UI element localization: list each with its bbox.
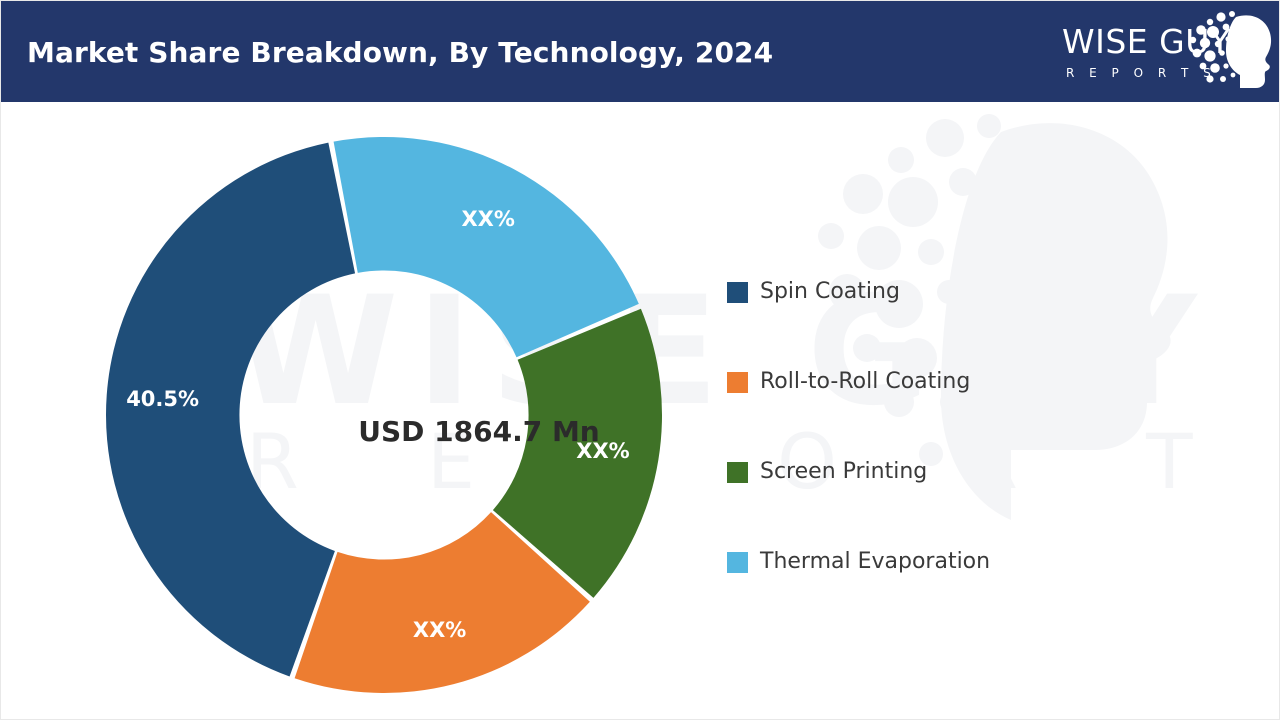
legend-swatch-icon [727,371,748,393]
legend-item-screen-printing[interactable]: Screen Printing [727,427,1147,517]
donut-slice-label: XX% [576,439,629,463]
wise-guy-reports-logo: WISE GUY R E P O R T S [1060,9,1275,93]
legend-item-label: Screen Printing [760,459,928,484]
donut-center-value: USD 1864.7 Mn [358,415,600,448]
donut-slice[interactable] [333,137,639,358]
donut-slice[interactable] [106,142,356,677]
donut-chart: XX% XX% XX% 40.5% USD 1864.7 Mn [96,127,672,703]
donut-slices [106,137,663,693]
donut-slice-label: 40.5% [126,387,199,411]
chart-body: WISE GUY R E P O R T S [1,102,1279,719]
legend-item-roll-to-roll-coating[interactable]: Roll-to-Roll Coating [727,337,1147,427]
legend-swatch-icon [727,281,748,303]
legend-item-spin-coating[interactable]: Spin Coating [727,247,1147,337]
donut-chart-svg: XX% XX% XX% 40.5% [106,137,663,693]
legend-item-label: Roll-to-Roll Coating [760,369,971,394]
page-header: Market Share Breakdown, By Technology, 2… [1,1,1279,102]
legend-item-label: Thermal Evaporation [760,549,991,574]
donut-slice-labels: XX% XX% XX% 40.5% [126,207,630,642]
donut-slice[interactable] [294,512,590,693]
svg-text:R E P O R T S: R E P O R T S [1066,66,1216,80]
donut-slice-label: XX% [461,207,514,231]
donut-slice[interactable] [492,308,663,598]
legend-swatch-icon [727,551,748,573]
donut-slice-label: XX% [413,618,466,642]
legend-item-label: Spin Coating [760,279,900,304]
chart-legend: Spin Coating Roll-to-Roll Coating Screen… [727,247,1147,607]
legend-item-thermal-evaporation[interactable]: Thermal Evaporation [727,517,1147,607]
legend-swatch-icon [727,461,748,483]
page-title: Market Share Breakdown, By Technology, 2… [27,36,774,69]
